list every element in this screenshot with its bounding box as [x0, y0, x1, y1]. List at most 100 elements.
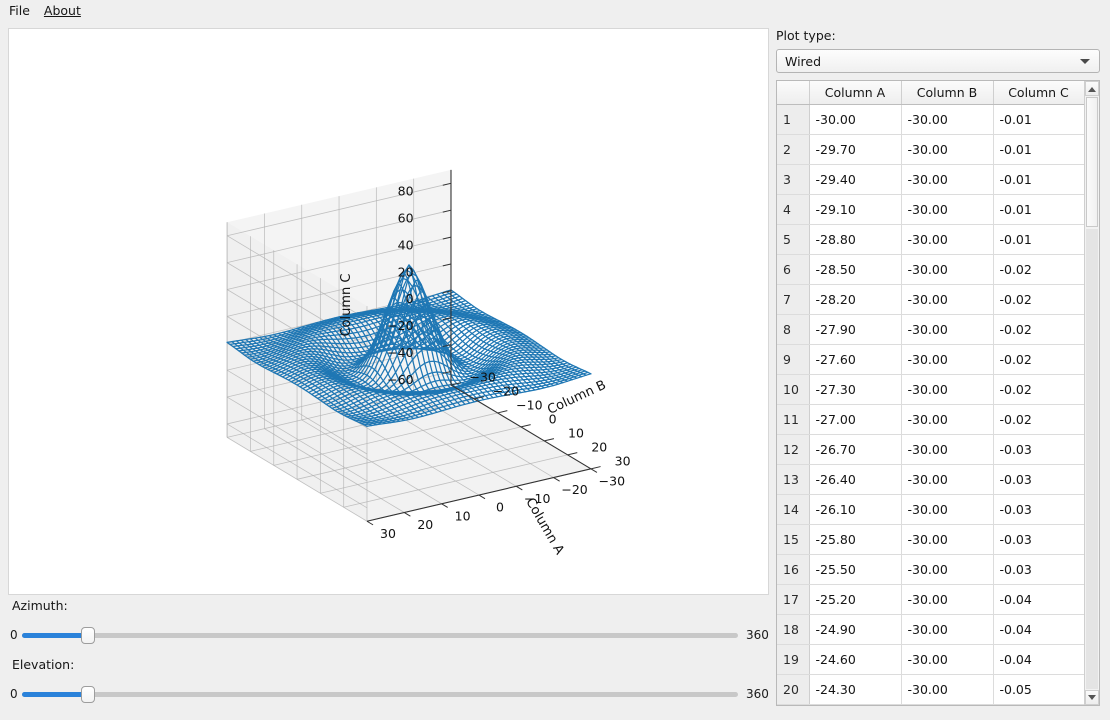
cell-column-a[interactable]: -25.20 — [809, 584, 902, 615]
table-row[interactable]: 4 -29.10 -30.00 -0.01 — [777, 194, 1085, 225]
table-row[interactable]: 8 -27.90 -30.00 -0.02 — [777, 314, 1085, 345]
cell-column-a[interactable]: -26.40 — [809, 464, 902, 495]
scrollbar-thumb[interactable] — [1086, 97, 1098, 227]
cell-column-c[interactable]: -0.03 — [993, 434, 1085, 465]
table-row[interactable]: 15 -25.80 -30.00 -0.03 — [777, 524, 1085, 555]
cell-column-b[interactable]: -30.00 — [901, 344, 994, 375]
cell-column-b[interactable]: -30.00 — [901, 614, 994, 645]
table-row[interactable]: 17 -25.20 -30.00 -0.04 — [777, 584, 1085, 615]
table-row-index[interactable]: 14 — [777, 494, 810, 525]
table-row-index[interactable]: 17 — [777, 584, 810, 615]
plot-type-select[interactable]: Wired — [776, 49, 1100, 73]
scroll-down-button[interactable] — [1085, 690, 1099, 705]
cell-column-c[interactable]: -0.01 — [993, 224, 1085, 255]
cell-column-b[interactable]: -30.00 — [901, 314, 994, 345]
table-row[interactable]: 11 -27.00 -30.00 -0.02 — [777, 404, 1085, 435]
cell-column-b[interactable]: -30.00 — [901, 554, 994, 585]
table-row[interactable]: 19 -24.60 -30.00 -0.04 — [777, 644, 1085, 675]
table-row-index[interactable]: 9 — [777, 344, 810, 375]
azimuth-slider-handle[interactable] — [80, 627, 95, 644]
cell-column-c[interactable]: -0.03 — [993, 554, 1085, 585]
table-header-column-c[interactable]: Column C — [993, 81, 1085, 105]
cell-column-c[interactable]: -0.02 — [993, 254, 1085, 285]
scroll-up-button[interactable] — [1085, 81, 1099, 96]
cell-column-c[interactable]: -0.02 — [993, 374, 1085, 405]
table-row[interactable]: 1 -30.00 -30.00 -0.01 — [777, 104, 1085, 135]
cell-column-a[interactable]: -27.30 — [809, 374, 902, 405]
elevation-slider-handle[interactable] — [80, 686, 95, 703]
cell-column-a[interactable]: -27.90 — [809, 314, 902, 345]
cell-column-b[interactable]: -30.00 — [901, 224, 994, 255]
table-row-index[interactable]: 4 — [777, 194, 810, 225]
cell-column-a[interactable]: -25.50 — [809, 554, 902, 585]
cell-column-b[interactable]: -30.00 — [901, 584, 994, 615]
cell-column-c[interactable]: -0.01 — [993, 134, 1085, 165]
table-row[interactable]: 10 -27.30 -30.00 -0.02 — [777, 374, 1085, 405]
cell-column-a[interactable]: -26.70 — [809, 434, 902, 465]
cell-column-c[interactable]: -0.01 — [993, 194, 1085, 225]
cell-column-b[interactable]: -30.00 — [901, 404, 994, 435]
cell-column-a[interactable]: -25.80 — [809, 524, 902, 555]
table-row[interactable]: 13 -26.40 -30.00 -0.03 — [777, 464, 1085, 495]
table-corner-header[interactable] — [777, 81, 810, 105]
table-header-column-b[interactable]: Column B — [901, 81, 994, 105]
cell-column-a[interactable]: -24.90 — [809, 614, 902, 645]
cell-column-c[interactable]: -0.04 — [993, 644, 1085, 675]
table-row[interactable]: 3 -29.40 -30.00 -0.01 — [777, 164, 1085, 195]
cell-column-a[interactable]: -29.10 — [809, 194, 902, 225]
table-row[interactable]: 5 -28.80 -30.00 -0.01 — [777, 224, 1085, 255]
table-row-index[interactable]: 11 — [777, 404, 810, 435]
cell-column-b[interactable]: -30.00 — [901, 494, 994, 525]
table-row-index[interactable]: 15 — [777, 524, 810, 555]
cell-column-c[interactable]: -0.02 — [993, 404, 1085, 435]
cell-column-b[interactable]: -30.00 — [901, 134, 994, 165]
table-header-column-a[interactable]: Column A — [809, 81, 902, 105]
cell-column-c[interactable]: -0.05 — [993, 674, 1085, 705]
table-row-index[interactable]: 19 — [777, 644, 810, 675]
cell-column-b[interactable]: -30.00 — [901, 104, 994, 135]
cell-column-c[interactable]: -0.03 — [993, 494, 1085, 525]
cell-column-a[interactable]: -24.30 — [809, 674, 902, 705]
menu-item-file[interactable]: File — [9, 1, 38, 20]
azimuth-slider-track[interactable] — [22, 627, 738, 644]
cell-column-b[interactable]: -30.00 — [901, 524, 994, 555]
cell-column-b[interactable]: -30.00 — [901, 254, 994, 285]
cell-column-b[interactable]: -30.00 — [901, 434, 994, 465]
table-row-index[interactable]: 12 — [777, 434, 810, 465]
cell-column-a[interactable]: -26.10 — [809, 494, 902, 525]
cell-column-c[interactable]: -0.02 — [993, 284, 1085, 315]
table-row[interactable]: 18 -24.90 -30.00 -0.04 — [777, 614, 1085, 645]
cell-column-b[interactable]: -30.00 — [901, 164, 994, 195]
table-row-index[interactable]: 1 — [777, 104, 810, 135]
table-row-index[interactable]: 8 — [777, 314, 810, 345]
cell-column-b[interactable]: -30.00 — [901, 194, 994, 225]
table-row[interactable]: 12 -26.70 -30.00 -0.03 — [777, 434, 1085, 465]
cell-column-a[interactable]: -28.20 — [809, 284, 902, 315]
table-vertical-scrollbar[interactable] — [1084, 81, 1099, 705]
table-row[interactable]: 2 -29.70 -30.00 -0.01 — [777, 134, 1085, 165]
table-row[interactable]: 16 -25.50 -30.00 -0.03 — [777, 554, 1085, 585]
cell-column-a[interactable]: -29.70 — [809, 134, 902, 165]
cell-column-c[interactable]: -0.04 — [993, 584, 1085, 615]
table-row-index[interactable]: 18 — [777, 614, 810, 645]
cell-column-b[interactable]: -30.00 — [901, 644, 994, 675]
cell-column-b[interactable]: -30.00 — [901, 284, 994, 315]
table-row-index[interactable]: 3 — [777, 164, 810, 195]
elevation-slider-track[interactable] — [22, 686, 738, 703]
cell-column-a[interactable]: -27.60 — [809, 344, 902, 375]
cell-column-c[interactable]: -0.03 — [993, 464, 1085, 495]
table-row[interactable]: 14 -26.10 -30.00 -0.03 — [777, 494, 1085, 525]
scrollbar-trough[interactable] — [1086, 229, 1098, 689]
cell-column-b[interactable]: -30.00 — [901, 464, 994, 495]
cell-column-c[interactable]: -0.04 — [993, 614, 1085, 645]
cell-column-a[interactable]: -28.80 — [809, 224, 902, 255]
table-row-index[interactable]: 13 — [777, 464, 810, 495]
plot-canvas[interactable]: −30 −20 −10 0 10 20 30 −30 −20 −10 0 10 20 30 80 60 40 20… — [8, 28, 769, 595]
table-row-index[interactable]: 6 — [777, 254, 810, 285]
cell-column-a[interactable]: -30.00 — [809, 104, 902, 135]
cell-column-c[interactable]: -0.02 — [993, 314, 1085, 345]
table-row-index[interactable]: 16 — [777, 554, 810, 585]
table-row[interactable]: 6 -28.50 -30.00 -0.02 — [777, 254, 1085, 285]
table-row[interactable]: 7 -28.20 -30.00 -0.02 — [777, 284, 1085, 315]
cell-column-a[interactable]: -28.50 — [809, 254, 902, 285]
